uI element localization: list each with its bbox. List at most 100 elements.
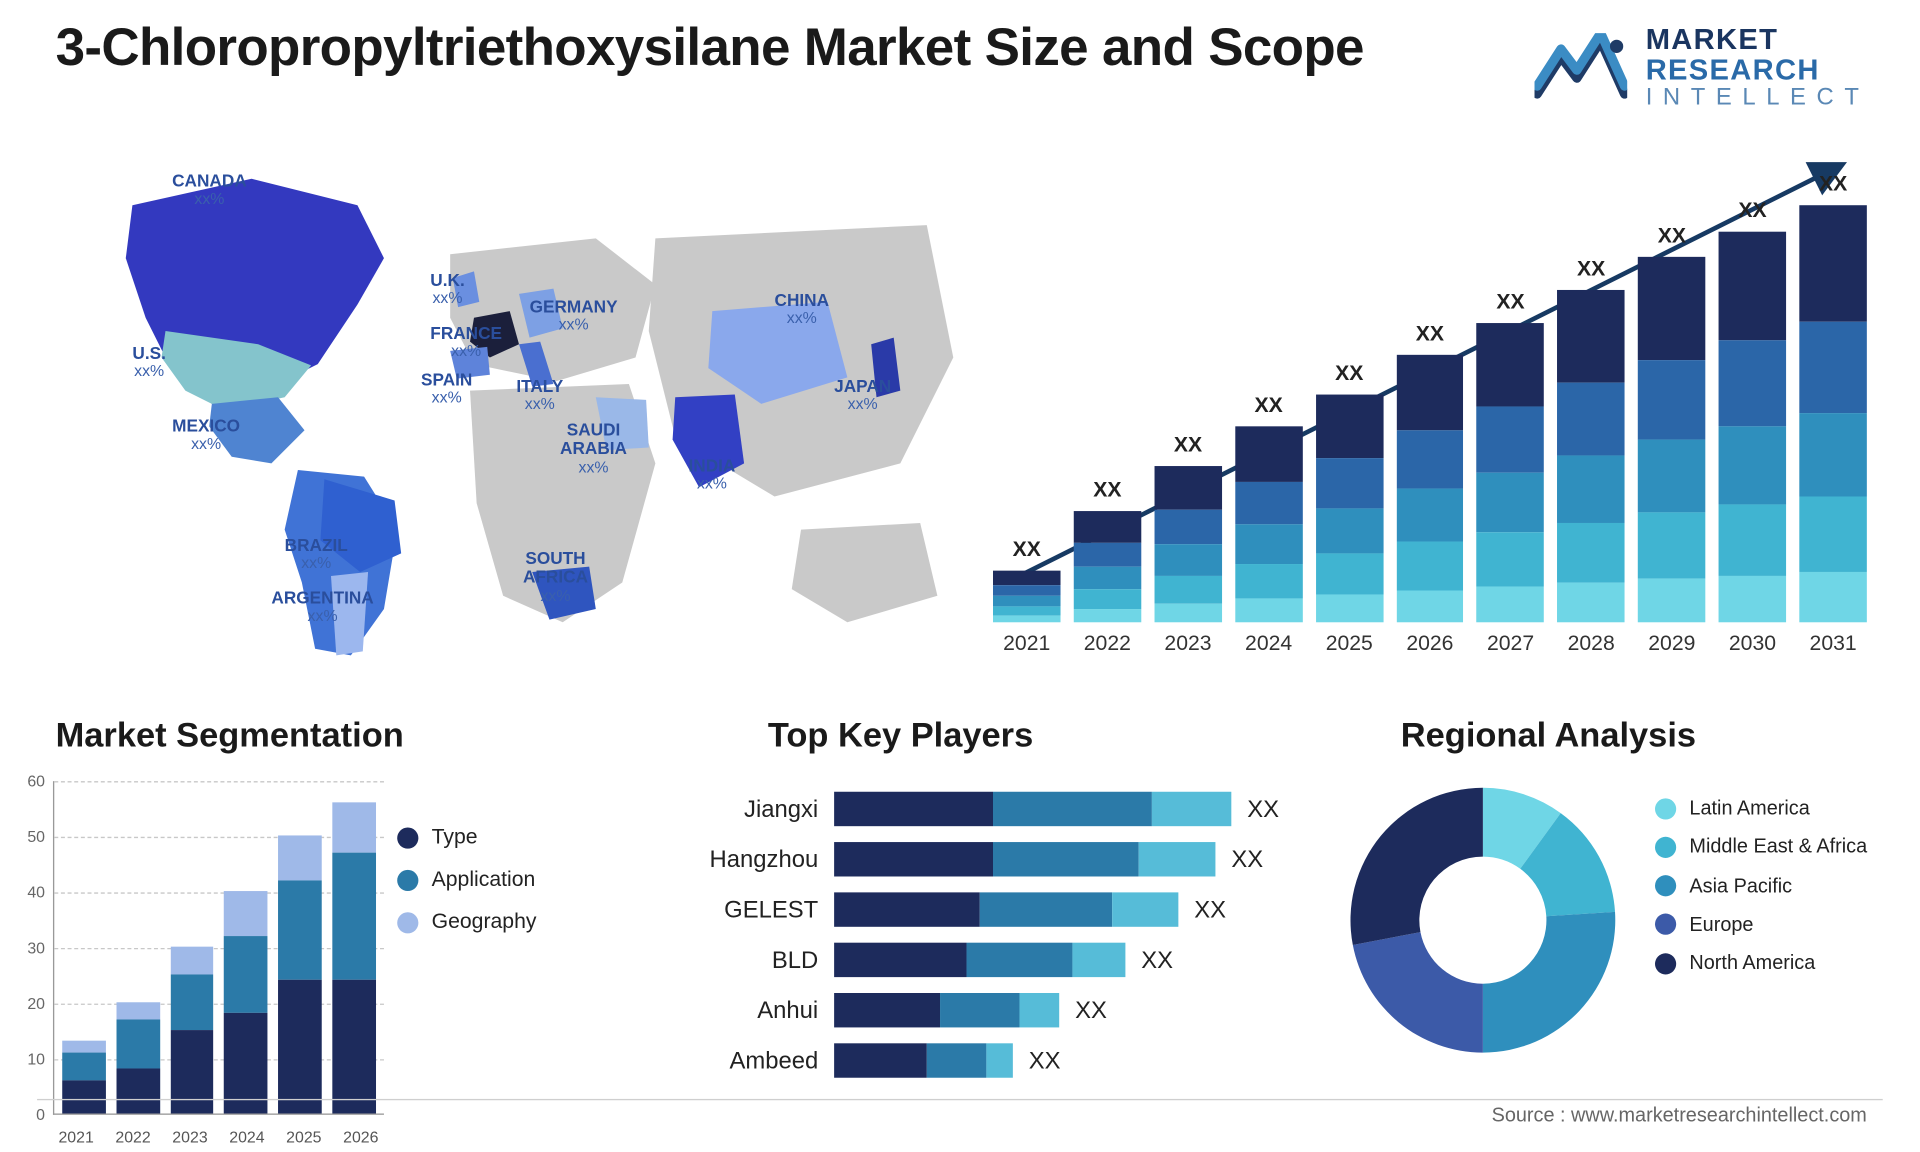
market-size-chart: XXXXXXXXXXXXXXXXXXXXXX 20212022202320242… [993,146,1867,662]
seg-bar-segment [62,1052,105,1080]
player-bar [834,993,1059,1027]
main-bar-seg [1799,497,1866,572]
main-bar-seg [1719,505,1786,575]
map-label-south-africa: SOUTHAFRICAxx% [523,549,588,604]
seg-bar-segment [170,947,213,975]
region-legend-item: Asia Pacific [1655,875,1893,898]
map-label-u-s-: U.S.xx% [132,344,165,380]
world-map-svg [53,132,967,662]
seg-bar-segment [170,974,213,1030]
source-line: Source : www.marketresearchintellect.com [1492,1104,1867,1127]
regional-title: Regional Analysis [1401,715,1696,756]
map-region-australia [792,523,938,622]
seg-bar-2022 [116,1002,159,1113]
main-bar-seg [1557,582,1624,622]
main-bar-seg [993,596,1060,606]
main-bar-value: XX [1335,362,1363,386]
player-bar-segment [993,792,1152,826]
page-title: 3-Chloropropyltriethoxysilane Market Siz… [56,19,1364,79]
main-bar-value: XX [1013,538,1041,562]
seg-bar-segment [62,1080,105,1113]
main-bar-value: XX [1577,258,1605,282]
player-name: GELEST [649,896,834,924]
seg-bar-segment [224,936,267,1014]
player-value: XX [1194,896,1226,924]
seg-ytick: 10 [13,1050,45,1069]
map-label-mexico: MEXICOxx% [172,417,240,453]
main-bar-seg [1638,513,1705,579]
main-xaxis-label: 2023 [1154,628,1221,662]
map-label-japan: JAPANxx% [834,377,891,413]
player-bar [834,792,1231,826]
main-bar-seg [1638,359,1705,439]
main-bar-2026: XX [1396,355,1463,622]
seg-bar-2026 [333,802,376,1113]
main-xaxis-label: 2029 [1638,628,1705,662]
main-bar-seg [1316,458,1383,508]
player-row: GELEST XX [649,887,1298,932]
main-bar-seg [1316,554,1383,595]
main-bar-seg [1154,575,1221,603]
seg-ytick: 30 [13,939,45,958]
footer-divider [37,1099,1883,1100]
map-label-france: FRANCExx% [430,324,502,360]
world-map: CANADAxx%U.S.xx%MEXICOxx%BRAZILxx%ARGENT… [53,132,967,662]
main-bar-seg [1638,257,1705,359]
player-bar [834,842,1215,876]
player-bar-segment [1152,792,1231,826]
seg-xaxis-label: 2026 [338,1123,384,1152]
main-bar-seg [1719,427,1786,505]
main-bar-seg [1396,355,1463,430]
main-bar-seg [1719,575,1786,622]
seg-bar-segment [333,852,376,980]
seg-ytick: 60 [13,772,45,791]
player-name: BLD [649,946,834,974]
main-bar-2027: XX [1477,322,1544,622]
main-xaxis-label: 2027 [1477,628,1544,662]
logo-text-2: RESEARCH [1646,54,1870,85]
main-bar-2031: XX [1799,205,1866,622]
main-bar-seg [993,570,1060,585]
map-label-saudi-arabia: SAUDIARABIAxx% [560,421,627,476]
main-bar-seg [1074,589,1141,609]
player-name: Ambeed [649,1047,834,1075]
seg-bar-2024 [224,891,267,1113]
donut-slice [1350,788,1482,945]
main-bar-value: XX [1416,323,1444,347]
main-bar-seg [1719,231,1786,341]
seg-xaxis-label: 2022 [110,1123,156,1152]
seg-ytick: 40 [13,883,45,902]
main-bar-seg [1235,525,1302,564]
legend-label: Latin America [1689,797,1809,820]
main-bar-2021: XX [993,570,1060,622]
player-bar-segment [986,1043,1012,1077]
main-bar-seg [1799,205,1866,322]
player-bar [834,892,1178,926]
player-name: Hangzhou [649,845,834,873]
main-bar-seg [1316,508,1383,554]
player-bar-segment [834,842,993,876]
main-bar-value: XX [1658,225,1686,249]
main-bar-value: XX [1496,291,1524,315]
main-bar-2029: XX [1638,257,1705,622]
segmentation-chart: 0102030405060 202120222023202420252026 [13,768,384,1152]
main-bar-seg [1799,322,1866,414]
legend-swatch-icon [1655,953,1676,974]
player-bar [834,943,1125,977]
legend-label: North America [1689,952,1815,975]
players-title: Top Key Players [768,715,1033,756]
main-bar-seg [1477,406,1544,472]
main-bar-seg [1396,489,1463,542]
player-bar-segment [834,943,966,977]
main-bar-seg [1154,510,1221,544]
main-bar-2023: XX [1154,466,1221,622]
seg-bar-segment [116,1002,159,1019]
player-row: BLDXX [649,937,1298,982]
main-bar-value: XX [1174,434,1202,458]
main-bar-seg [1477,532,1544,586]
main-bar-seg [1154,544,1221,575]
map-label-brazil: BRAZILxx% [285,536,348,572]
player-bar-segment [967,943,1073,977]
main-bar-seg [1074,543,1141,567]
player-row: JiangxiXX [649,786,1298,831]
